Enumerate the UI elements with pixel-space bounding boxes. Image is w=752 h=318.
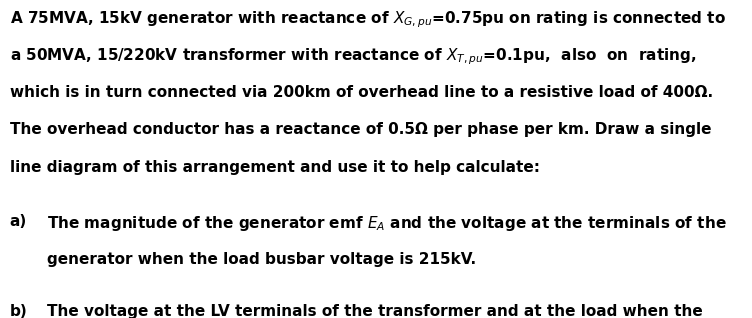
Text: line diagram of this arrangement and use it to help calculate:: line diagram of this arrangement and use…: [10, 160, 540, 175]
Text: which is in turn connected via 200km of overhead line to a resistive load of 400: which is in turn connected via 200km of …: [10, 85, 713, 100]
Text: The voltage at the LV terminals of the transformer and at the load when the: The voltage at the LV terminals of the t…: [47, 304, 702, 318]
Text: The magnitude of the generator emf $E_A$ and the voltage at the terminals of the: The magnitude of the generator emf $E_A$…: [47, 214, 726, 233]
Text: A 75MVA, 15kV generator with reactance of $X_{G,pu}$=0.75pu on rating is connect: A 75MVA, 15kV generator with reactance o…: [10, 9, 726, 30]
Text: a): a): [10, 214, 27, 229]
Text: a 50MVA, 15/220kV transformer with reactance of $X_{T,pu}$=0.1pu,  also  on  rat: a 50MVA, 15/220kV transformer with react…: [10, 47, 696, 67]
Text: The overhead conductor has a reactance of 0.5Ω per phase per km. Draw a single: The overhead conductor has a reactance o…: [10, 122, 711, 137]
Text: generator when the load busbar voltage is 215kV.: generator when the load busbar voltage i…: [47, 252, 476, 267]
Text: b): b): [10, 304, 28, 318]
